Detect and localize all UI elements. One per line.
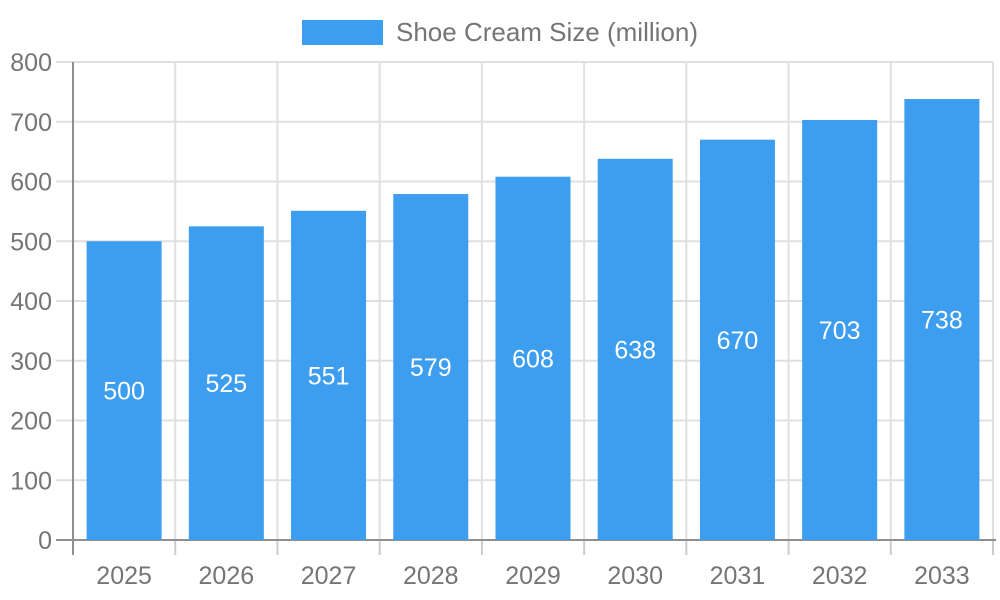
bar-2026[interactable] — [188, 226, 264, 540]
bar-2030[interactable] — [597, 158, 673, 541]
x-tick-label-2026: 2026 — [199, 562, 255, 590]
bar-value-label-2027: 551 — [308, 362, 350, 390]
x-tick-label-2027: 2027 — [301, 562, 357, 590]
y-tick-label-100: 100 — [10, 467, 52, 495]
x-tick-label-2032: 2032 — [812, 562, 868, 590]
bar-2032[interactable] — [802, 119, 878, 541]
bar-2033[interactable] — [904, 99, 980, 541]
y-tick-label-700: 700 — [10, 109, 52, 137]
x-tick-label-2030: 2030 — [607, 562, 663, 590]
y-tick-label-200: 200 — [10, 408, 52, 436]
x-tick-label-2033: 2033 — [914, 562, 970, 590]
x-tick-label-2029: 2029 — [505, 562, 561, 590]
bar-value-label-2030: 638 — [614, 336, 656, 364]
y-tick-label-600: 600 — [10, 169, 52, 197]
bar-2029[interactable] — [495, 176, 571, 540]
bar-value-label-2031: 670 — [717, 327, 759, 355]
y-tick-label-800: 800 — [10, 49, 52, 77]
y-tick-label-500: 500 — [10, 228, 52, 256]
bar-value-label-2028: 579 — [410, 354, 452, 382]
legend-swatch-icon — [302, 20, 383, 45]
bar-value-label-2032: 703 — [819, 317, 861, 345]
y-tick-label-0: 0 — [38, 527, 52, 555]
bar-2031[interactable] — [699, 139, 775, 541]
bar-2027[interactable] — [291, 210, 367, 540]
y-tick-label-300: 300 — [10, 348, 52, 376]
bar-value-label-2033: 738 — [921, 307, 963, 335]
y-tick-label-400: 400 — [10, 288, 52, 316]
bar-2025[interactable] — [86, 241, 162, 540]
legend-item[interactable]: Shoe Cream Size (million) — [0, 17, 1000, 48]
bar-value-label-2025: 500 — [103, 378, 145, 406]
x-tick-label-2031: 2031 — [710, 562, 766, 590]
x-tick-label-2028: 2028 — [403, 562, 459, 590]
x-tick-label-2025: 2025 — [96, 562, 152, 590]
legend-label: Shoe Cream Size (million) — [396, 17, 698, 47]
bar-2028[interactable] — [393, 194, 469, 541]
bar-value-label-2026: 525 — [205, 370, 247, 398]
bar-value-label-2029: 608 — [512, 345, 554, 373]
